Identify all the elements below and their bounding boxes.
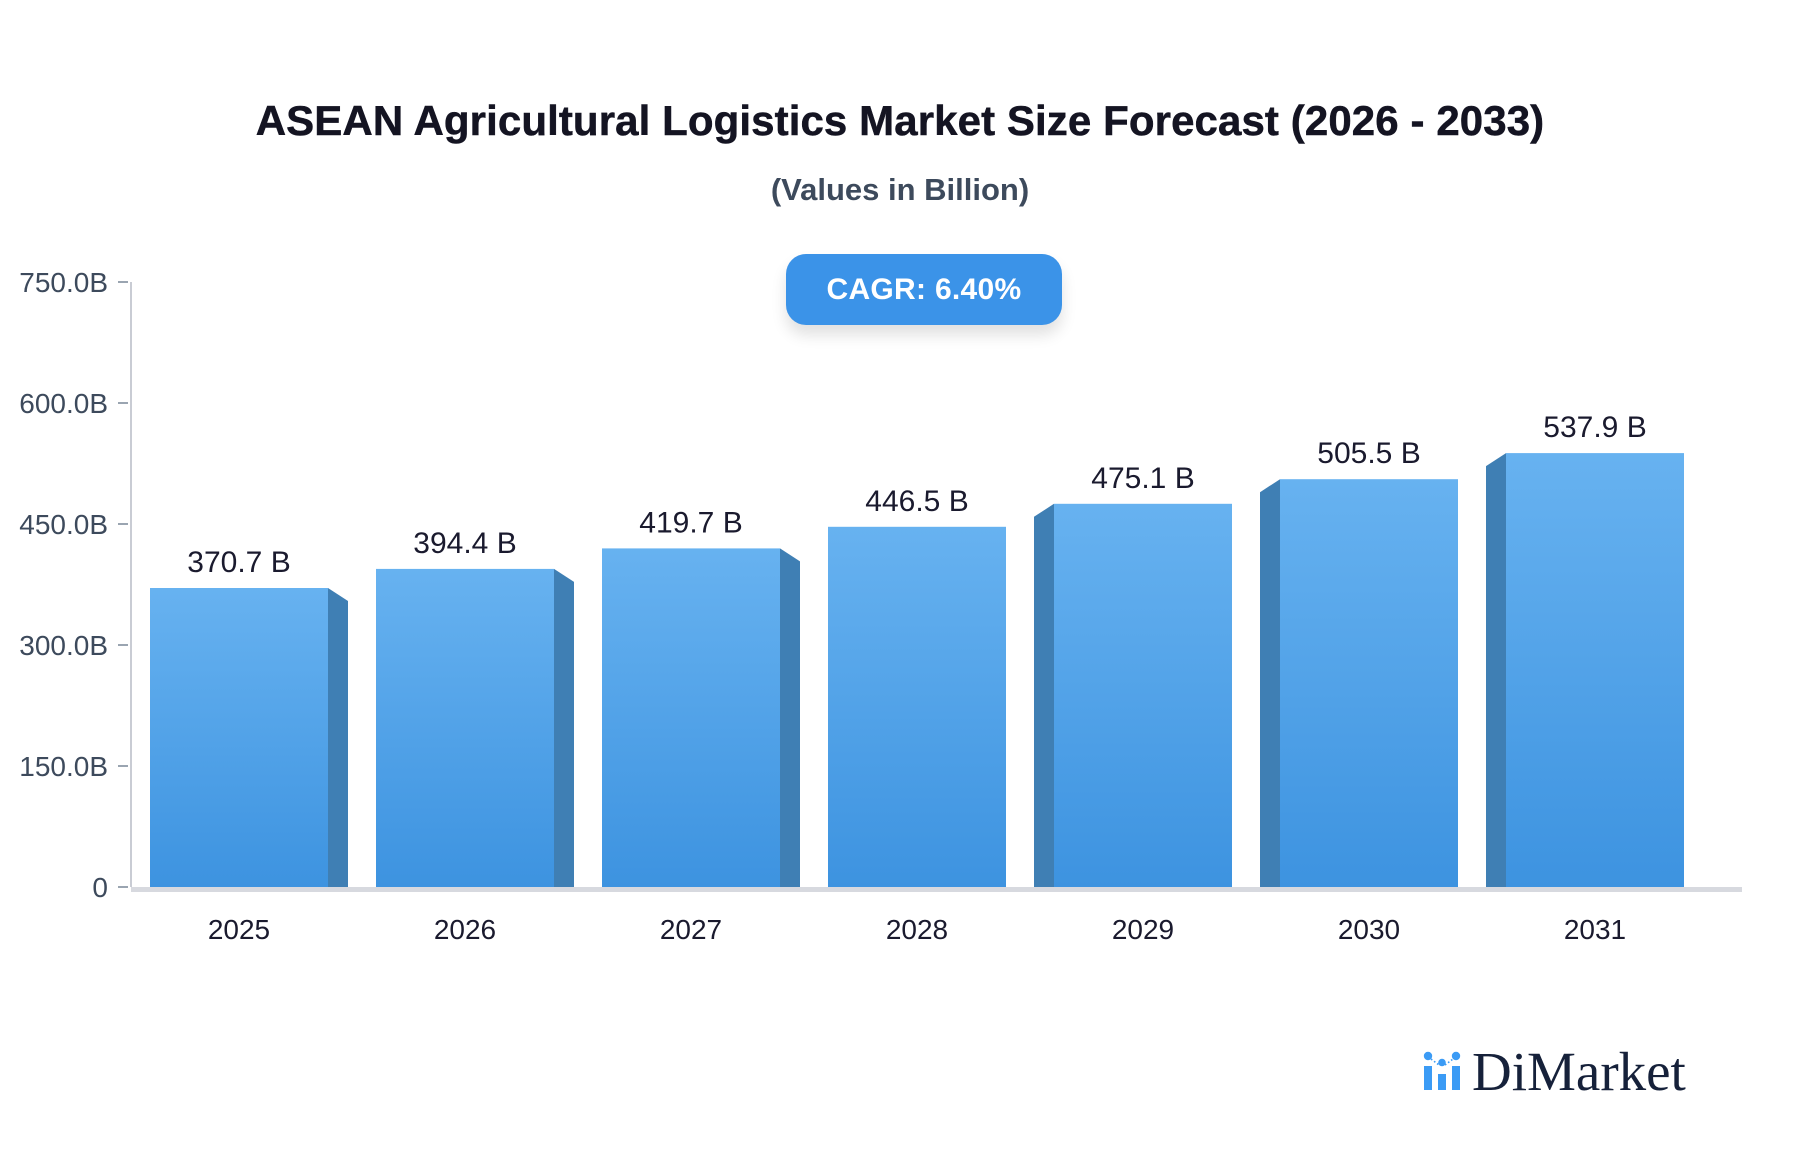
svg-text:2031: 2031 <box>1564 914 1626 945</box>
svg-text:2026: 2026 <box>434 914 496 945</box>
svg-text:537.9 B: 537.9 B <box>1543 411 1646 444</box>
svg-text:2028: 2028 <box>886 914 948 945</box>
svg-text:750.0B: 750.0B <box>19 267 108 298</box>
svg-text:475.1 B: 475.1 B <box>1091 462 1194 495</box>
svg-text:446.5 B: 446.5 B <box>865 485 968 518</box>
svg-text:2030: 2030 <box>1338 914 1400 945</box>
svg-text:505.5 B: 505.5 B <box>1317 437 1420 470</box>
svg-text:419.7 B: 419.7 B <box>639 506 742 539</box>
svg-text:150.0B: 150.0B <box>19 751 108 782</box>
svg-text:370.7 B: 370.7 B <box>187 546 290 579</box>
svg-text:0: 0 <box>92 872 108 903</box>
svg-text:2025: 2025 <box>208 914 270 945</box>
svg-text:DiMarket: DiMarket <box>1472 1042 1686 1102</box>
svg-text:450.0B: 450.0B <box>19 509 108 540</box>
svg-text:394.4 B: 394.4 B <box>413 527 516 560</box>
svg-text:2029: 2029 <box>1112 914 1174 945</box>
svg-text:2027: 2027 <box>660 914 722 945</box>
svg-text:300.0B: 300.0B <box>19 630 108 661</box>
svg-text:600.0B: 600.0B <box>19 388 108 419</box>
